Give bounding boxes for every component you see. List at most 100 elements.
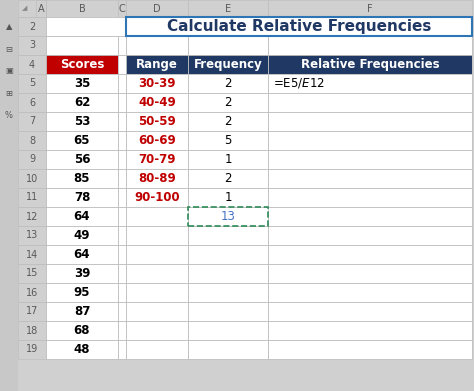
Bar xyxy=(36,0,46,17)
Text: 1: 1 xyxy=(224,191,232,204)
Bar xyxy=(18,150,46,169)
Bar xyxy=(46,264,118,283)
Bar xyxy=(46,321,118,340)
Bar xyxy=(126,36,188,55)
Bar xyxy=(188,131,268,150)
Bar xyxy=(46,150,118,169)
Bar xyxy=(268,169,472,188)
Bar xyxy=(126,0,188,17)
Bar xyxy=(188,264,268,283)
Bar xyxy=(126,93,188,112)
Bar xyxy=(188,340,268,359)
Bar xyxy=(46,188,118,207)
Bar xyxy=(18,321,46,340)
Bar xyxy=(18,340,46,359)
Bar xyxy=(118,302,126,321)
Bar xyxy=(118,55,126,74)
Bar xyxy=(46,283,118,302)
Bar xyxy=(126,169,188,188)
Bar xyxy=(268,169,472,188)
Bar xyxy=(268,55,472,74)
Bar xyxy=(118,150,126,169)
Bar xyxy=(126,112,188,131)
Bar xyxy=(268,112,472,131)
Bar xyxy=(126,207,188,226)
Text: 87: 87 xyxy=(74,305,90,318)
Bar xyxy=(188,131,268,150)
Bar xyxy=(118,55,126,74)
Bar xyxy=(18,36,46,55)
Bar xyxy=(126,226,188,245)
Text: 56: 56 xyxy=(74,153,90,166)
Text: 14: 14 xyxy=(26,249,38,260)
Text: 65: 65 xyxy=(74,134,90,147)
Text: 6: 6 xyxy=(29,97,35,108)
Bar xyxy=(126,321,188,340)
Bar xyxy=(0,0,18,391)
Bar xyxy=(268,283,472,302)
Bar xyxy=(18,226,46,245)
Bar xyxy=(46,169,118,188)
Bar xyxy=(18,207,46,226)
Bar xyxy=(126,112,188,131)
Bar xyxy=(18,207,46,226)
Text: 78: 78 xyxy=(74,191,90,204)
Bar xyxy=(126,207,188,226)
Bar xyxy=(46,36,118,55)
Bar xyxy=(46,74,118,93)
Bar xyxy=(18,55,46,74)
Bar xyxy=(18,302,46,321)
Bar xyxy=(118,36,126,55)
Text: 5: 5 xyxy=(29,79,35,88)
Bar xyxy=(188,150,268,169)
Text: Scores: Scores xyxy=(60,58,104,71)
Bar xyxy=(46,283,118,302)
Bar xyxy=(126,188,188,207)
Bar xyxy=(118,264,126,283)
Text: 11: 11 xyxy=(26,192,38,203)
Bar xyxy=(268,112,472,131)
Text: 53: 53 xyxy=(74,115,90,128)
Bar xyxy=(188,245,268,264)
Bar xyxy=(18,112,46,131)
Text: 95: 95 xyxy=(74,286,90,299)
Text: 90-100: 90-100 xyxy=(134,191,180,204)
Bar xyxy=(118,131,126,150)
Bar xyxy=(18,264,46,283)
Bar xyxy=(18,245,46,264)
Bar xyxy=(188,169,268,188)
Bar xyxy=(126,17,472,36)
Bar xyxy=(46,112,118,131)
Text: ⊟: ⊟ xyxy=(6,45,12,54)
Bar xyxy=(268,207,472,226)
Bar xyxy=(46,93,118,112)
Bar xyxy=(46,340,118,359)
Bar xyxy=(46,226,118,245)
Bar xyxy=(126,169,188,188)
Bar xyxy=(268,0,472,17)
Bar xyxy=(18,283,46,302)
Bar xyxy=(46,245,118,264)
Bar xyxy=(18,74,46,93)
Bar xyxy=(126,150,188,169)
Text: 85: 85 xyxy=(74,172,90,185)
Bar xyxy=(268,131,472,150)
Bar xyxy=(18,226,46,245)
Bar xyxy=(118,245,126,264)
Bar xyxy=(18,340,46,359)
Bar xyxy=(126,245,188,264)
Bar xyxy=(46,131,118,150)
Text: 68: 68 xyxy=(74,324,90,337)
Text: 13: 13 xyxy=(26,231,38,240)
Bar xyxy=(18,283,46,302)
Bar xyxy=(188,55,268,74)
Bar xyxy=(118,169,126,188)
Bar xyxy=(126,17,472,36)
Bar xyxy=(118,283,126,302)
Bar xyxy=(118,0,126,17)
Bar xyxy=(118,112,126,131)
Bar xyxy=(188,302,268,321)
Text: B: B xyxy=(79,4,85,14)
Bar xyxy=(126,131,188,150)
Text: A: A xyxy=(38,4,44,14)
